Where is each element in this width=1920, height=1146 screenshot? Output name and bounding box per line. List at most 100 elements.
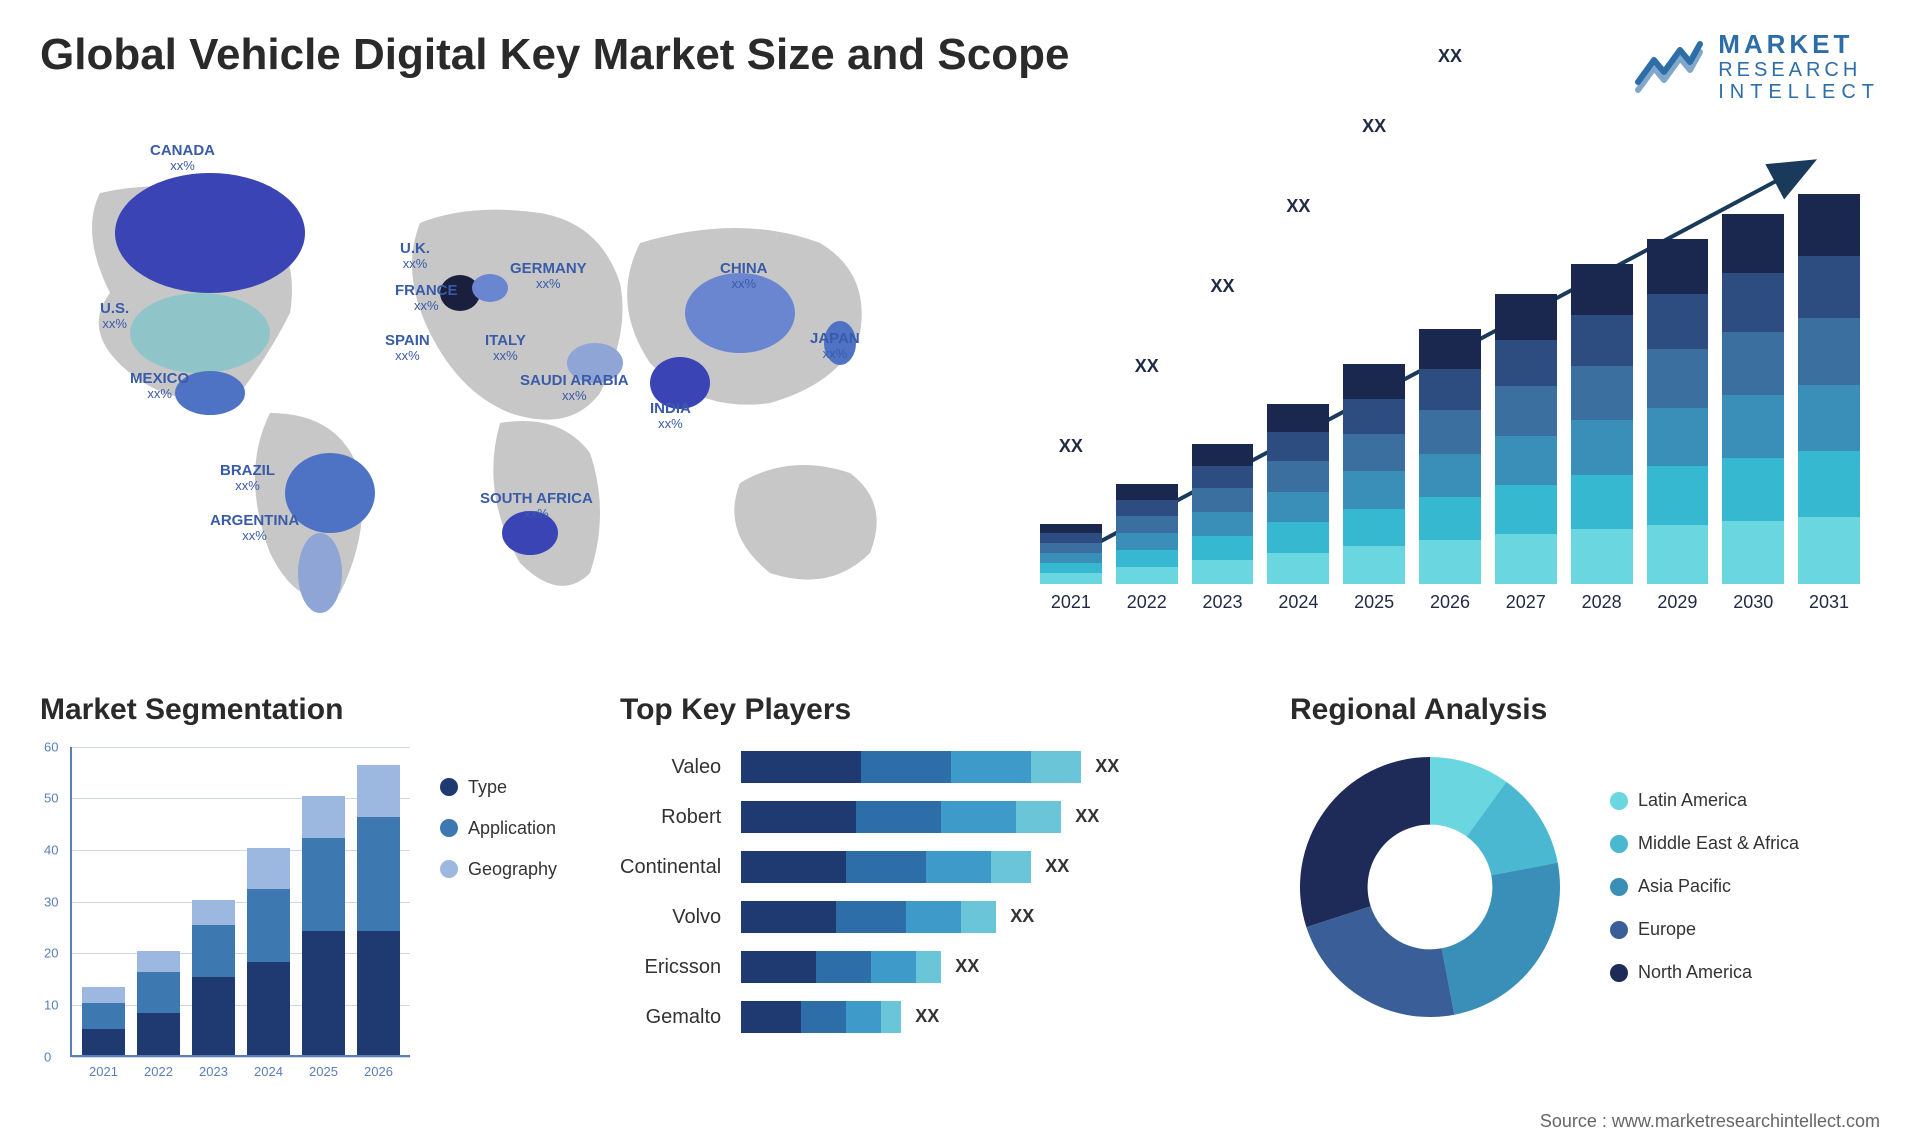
regional-title: Regional Analysis (1290, 693, 1880, 727)
logo-line1: MARKET (1718, 30, 1880, 59)
player-bar-segment (846, 1001, 881, 1033)
country-label-italy: ITALYxx% (485, 333, 526, 364)
growth-bar-segment (1267, 432, 1329, 461)
growth-bar-segment (1267, 492, 1329, 523)
growth-bar-value-label: XX (1286, 196, 1310, 217)
player-bar-segment (871, 951, 916, 983)
seg-bar: 2025 (302, 796, 345, 1054)
seg-bar-segment (137, 951, 180, 972)
growth-bar-segment (1495, 340, 1557, 386)
country-name: CANADA (150, 142, 215, 159)
growth-bar-segment (1040, 573, 1102, 583)
seg-bar-segment (302, 796, 345, 837)
country-label-japan: JAPANxx% (810, 331, 860, 362)
country-pct: xx% (480, 507, 593, 521)
player-bar-segment (991, 851, 1031, 883)
country-label-south-africa: SOUTH AFRICAxx% (480, 491, 593, 522)
growth-bar: XX2024 (1267, 404, 1329, 613)
player-name: Valeo (620, 751, 721, 783)
growth-bar-value-label: XX (1211, 276, 1235, 297)
country-pct: xx% (650, 417, 691, 431)
player-bar-segment (741, 951, 816, 983)
growth-bar-segment (1116, 567, 1178, 584)
growth-bar-segment (1495, 386, 1557, 435)
country-pct: xx% (810, 347, 860, 361)
growth-bar-segment (1647, 349, 1709, 408)
player-name: Ericsson (620, 951, 721, 983)
player-bar-segment (801, 1001, 846, 1033)
growth-bar-segment (1267, 553, 1329, 584)
country-name: U.K. (400, 240, 430, 257)
country-label-brazil: BRAZILxx% (220, 463, 275, 494)
player-bar-value-label: XX (1045, 856, 1069, 877)
country-label-argentina: ARGENTINAxx% (210, 513, 299, 544)
growth-bar-segment (1722, 458, 1784, 521)
growth-chart: XX2021XX2022XX2023XX2024XX2025XX2026XX20… (1020, 133, 1880, 653)
seg-bar-segment (192, 900, 235, 926)
growth-bar-year: 2025 (1354, 592, 1394, 613)
seg-bar-segment (247, 889, 290, 961)
seg-yaxis-tick: 20 (44, 946, 58, 961)
seg-bar-year: 2021 (89, 1064, 118, 1079)
legend-item: Application (440, 818, 557, 839)
growth-bar-value-label: XX (1438, 46, 1462, 67)
legend-dot-icon (1610, 921, 1628, 939)
growth-bar-segment (1798, 256, 1860, 318)
legend-item: Latin America (1610, 790, 1799, 811)
legend-label: Type (468, 777, 507, 798)
source-attribution: Source : www.marketresearchintellect.com (1540, 1111, 1880, 1132)
player-bar-segment (741, 1001, 801, 1033)
seg-bar-segment (357, 931, 400, 1055)
donut-slice (1306, 906, 1454, 1017)
player-bar-value-label: XX (1075, 806, 1099, 827)
country-name: CHINA (720, 260, 768, 277)
legend-dot-icon (1610, 878, 1628, 896)
growth-bar: XX2027 (1495, 294, 1557, 613)
growth-bar-segment (1343, 399, 1405, 434)
growth-bar-segment (1040, 533, 1102, 543)
country-pct: xx% (100, 317, 129, 331)
player-bar-segment (741, 901, 836, 933)
country-pct: xx% (150, 159, 215, 173)
regional-donut-chart (1290, 747, 1570, 1027)
country-label-u.s.: U.S.xx% (100, 301, 129, 332)
country-name: JAPAN (810, 330, 860, 347)
player-bar-segment (856, 801, 941, 833)
legend-dot-icon (440, 778, 458, 796)
legend-dot-icon (1610, 835, 1628, 853)
growth-bar-segment (1571, 366, 1633, 420)
seg-bar-segment (247, 848, 290, 889)
player-bar-segment (951, 751, 1031, 783)
country-name: SOUTH AFRICA (480, 490, 593, 507)
player-bar-value-label: XX (1010, 906, 1034, 927)
player-bar-row: XX (741, 801, 1240, 833)
growth-bar-segment (1419, 410, 1481, 453)
growth-bar-segment (1343, 364, 1405, 399)
growth-bar: XX2031 (1798, 194, 1860, 613)
player-name: Volvo (620, 901, 721, 933)
player-bar-segment (1016, 801, 1061, 833)
growth-bar-segment (1343, 546, 1405, 583)
growth-bar: XX2026 (1419, 329, 1481, 613)
player-bar-row: XX (741, 851, 1240, 883)
seg-bar-year: 2022 (144, 1064, 173, 1079)
player-bar-row: XX (741, 751, 1240, 783)
country-pct: xx% (210, 529, 299, 543)
brand-logo: MARKET RESEARCH INTELLECT (1634, 30, 1880, 103)
player-bar-segment (816, 951, 871, 983)
regional-panel: Regional Analysis Latin AmericaMiddle Ea… (1290, 693, 1880, 1057)
country-label-spain: SPAINxx% (385, 333, 430, 364)
growth-bar-year: 2028 (1582, 592, 1622, 613)
growth-bar-segment (1116, 533, 1178, 550)
country-pct: xx% (720, 277, 768, 291)
legend-dot-icon (440, 819, 458, 837)
country-name: MEXICO (130, 370, 189, 387)
seg-bar-segment (82, 1003, 125, 1029)
logo-line3: INTELLECT (1718, 81, 1880, 103)
growth-bar-segment (1040, 543, 1102, 553)
growth-bar-segment (1419, 369, 1481, 410)
player-name: Robert (620, 801, 721, 833)
country-name: SAUDI ARABIA (520, 372, 629, 389)
growth-bar-segment (1343, 434, 1405, 471)
seg-bar: 2026 (357, 765, 400, 1054)
